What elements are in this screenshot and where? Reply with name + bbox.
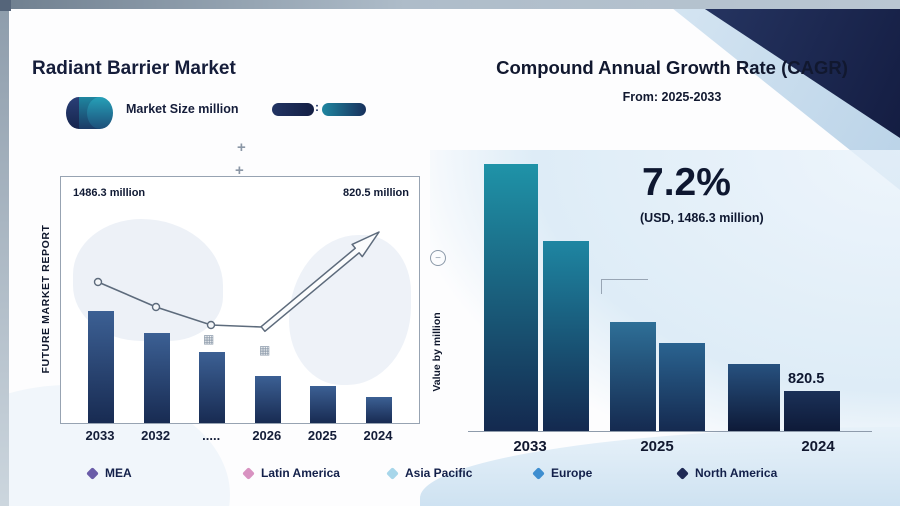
page-title: Radiant Barrier Market	[32, 58, 236, 79]
cylinder-icon	[66, 97, 113, 129]
plus-icon: +	[235, 162, 244, 179]
trend-marker	[151, 302, 161, 312]
right-chart-annotation: 820.5	[788, 371, 825, 387]
pill-separator: :	[315, 100, 319, 114]
right-bar-2025-1	[610, 322, 656, 431]
left-chart-panel: 1486.3 million 820.5 million ▦ ▦	[60, 176, 420, 424]
right-bar-2033-1	[484, 164, 538, 431]
left-bar-2033	[88, 311, 114, 423]
right-x-label: 2025	[640, 438, 674, 455]
right-bar-2025-2	[659, 343, 705, 431]
step-decor-line	[601, 279, 648, 294]
trend-overlay	[93, 231, 380, 333]
right-x-label: 2033	[513, 438, 547, 455]
legend-label: North America	[695, 466, 778, 480]
cagr-subtitle: From: 2025-2033	[622, 90, 722, 104]
left-x-label: 2024	[363, 428, 393, 443]
left-x-label: 2032	[141, 428, 171, 443]
legend-label: Latin America	[261, 466, 340, 480]
legend-item-latin-america: Latin America	[242, 466, 340, 480]
legend-label: Asia Pacific	[405, 466, 473, 480]
left-bar-2025	[310, 386, 337, 423]
region-legend: MEA Latin America Asia Pacific Europe North …	[0, 466, 900, 492]
right-chart-axis-line	[468, 431, 872, 432]
cagr-note: (USD, 1486.3 million)	[640, 211, 764, 225]
left-bar-2024	[366, 397, 392, 423]
left-x-label: 2026	[252, 428, 282, 443]
legend-item-asia-pacific: Asia Pacific	[386, 466, 473, 480]
legend-item-north-america: North America	[676, 466, 778, 480]
right-chart-bars	[468, 160, 868, 431]
right-bar-2024-1	[728, 364, 780, 431]
right-bar-2033-2	[543, 241, 589, 431]
legend-diamond-icon	[676, 466, 689, 480]
legend-item-europe: Europe	[532, 466, 593, 480]
legend-label: MEA	[105, 466, 132, 480]
legend-label: Europe	[551, 466, 593, 480]
legend-pill-teal	[322, 103, 366, 116]
left-bar-2026	[254, 376, 281, 423]
minus-circle-icon: −	[430, 250, 446, 266]
grid-icon: ▦	[203, 332, 215, 346]
left-chart-max-label: 1486.3 million	[73, 187, 146, 199]
legend-diamond-icon	[242, 466, 255, 480]
market-size-label: Market Size million	[126, 102, 239, 116]
left-bar-2032	[143, 333, 170, 423]
trend-marker	[206, 320, 216, 330]
cagr-title: Compound Annual Growth Rate (CAGR)	[496, 57, 848, 78]
legend-diamond-icon	[386, 466, 399, 480]
legend-item-mea: MEA	[86, 466, 132, 480]
frame-left-strip	[0, 0, 9, 506]
left-x-label: 2033	[85, 428, 115, 443]
grid-icon: ▦	[259, 343, 271, 357]
left-x-label: .....	[202, 428, 221, 443]
left-x-label: 2025	[307, 428, 337, 443]
legend-diamond-icon	[532, 466, 545, 480]
frame-corner-square	[0, 0, 11, 11]
legend-diamond-icon	[86, 466, 99, 480]
left-bar-.....	[199, 352, 226, 423]
trend-line	[97, 281, 262, 328]
legend-pill-navy	[272, 103, 314, 116]
left-chart-min-label: 820.5 million	[342, 187, 409, 199]
growth-arrow-icon	[260, 231, 380, 333]
plus-icon: +	[237, 139, 246, 156]
right-bar-2024-2	[784, 391, 840, 431]
left-chart-y-axis-label: FUTURE MARKET REPORT	[40, 224, 52, 374]
trend-marker	[93, 277, 103, 287]
cagr-value: 7.2%	[642, 161, 731, 204]
right-chart-y-axis-label: Value by million	[431, 312, 443, 392]
right-x-label: 2024	[801, 438, 835, 455]
frame-top-strip	[0, 0, 900, 9]
right-chart-x-labels: 2033 2025 2024	[468, 438, 872, 458]
